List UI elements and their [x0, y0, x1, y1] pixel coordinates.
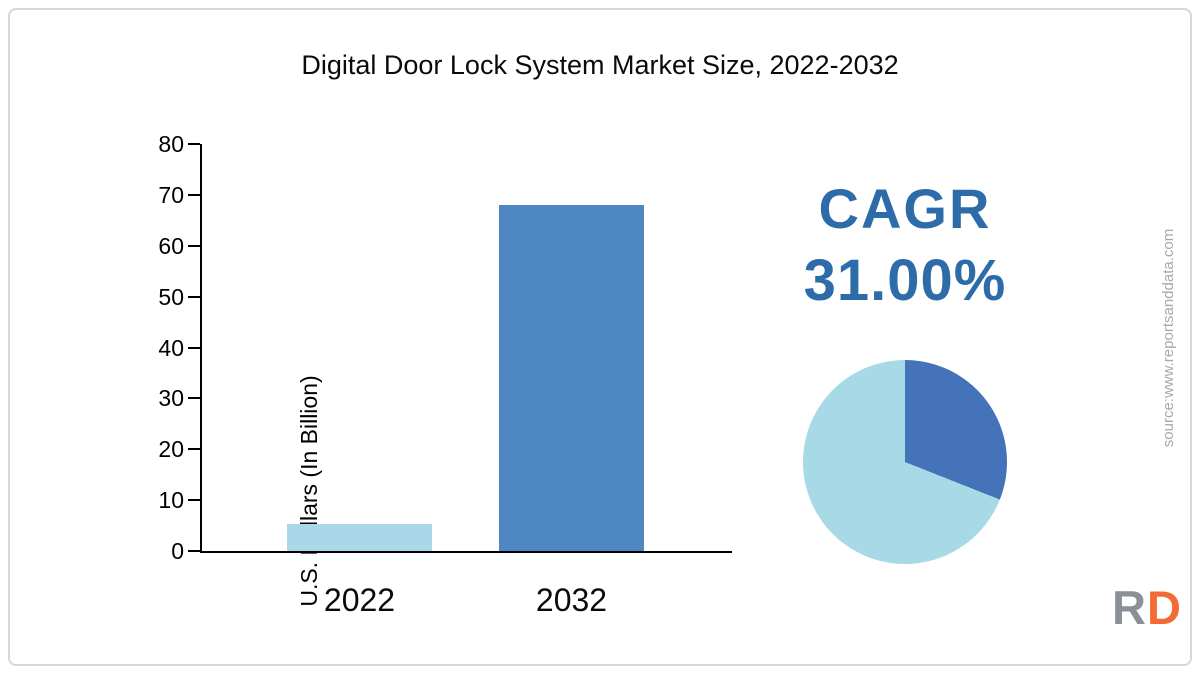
bar-chart: U.S. Dollars (In Billion) 0 10 20 30 40 50 60 7… [158, 131, 732, 618]
y-tick-mark [188, 143, 200, 145]
y-tick-mark [188, 346, 200, 349]
y-tick-mark [188, 397, 200, 400]
y-tick-label: 30 [158, 385, 184, 412]
y-tick-mark [188, 448, 200, 451]
bar-2032 [499, 205, 644, 551]
x-tick-label-2022: 2022 [323, 582, 396, 618]
cagr-block: CAGR 31.00% [740, 176, 1070, 314]
source-note: source:www.reportsanddata.com [1160, 228, 1177, 448]
pie-chart [803, 360, 1007, 564]
y-tick-label: 40 [158, 334, 184, 361]
y-tick-mark [188, 550, 200, 552]
y-tick-label: 80 [158, 131, 184, 157]
bar-2022 [287, 524, 432, 551]
logo-letter-r: R [1112, 581, 1146, 634]
y-tick-label: 60 [158, 232, 184, 259]
y-tick-mark [188, 193, 200, 196]
chart-title: Digital Door Lock System Market Size, 20… [301, 50, 899, 80]
y-tick-label: 10 [158, 487, 184, 514]
y-tick-label: 20 [158, 436, 184, 463]
brand-logo: RD [1112, 584, 1192, 634]
y-tick-mark [188, 499, 200, 502]
x-tick-label-2032: 2032 [535, 582, 608, 618]
logo-letter-d: D [1146, 581, 1181, 634]
cagr-label: CAGR [818, 177, 992, 240]
y-tick-label: 50 [158, 283, 184, 310]
y-tick-label: 0 [171, 538, 184, 564]
y-tick-mark [188, 295, 200, 298]
y-tick-label: 70 [158, 181, 184, 208]
y-tick-mark [188, 244, 200, 247]
cagr-value: 31.00% [803, 248, 1007, 313]
